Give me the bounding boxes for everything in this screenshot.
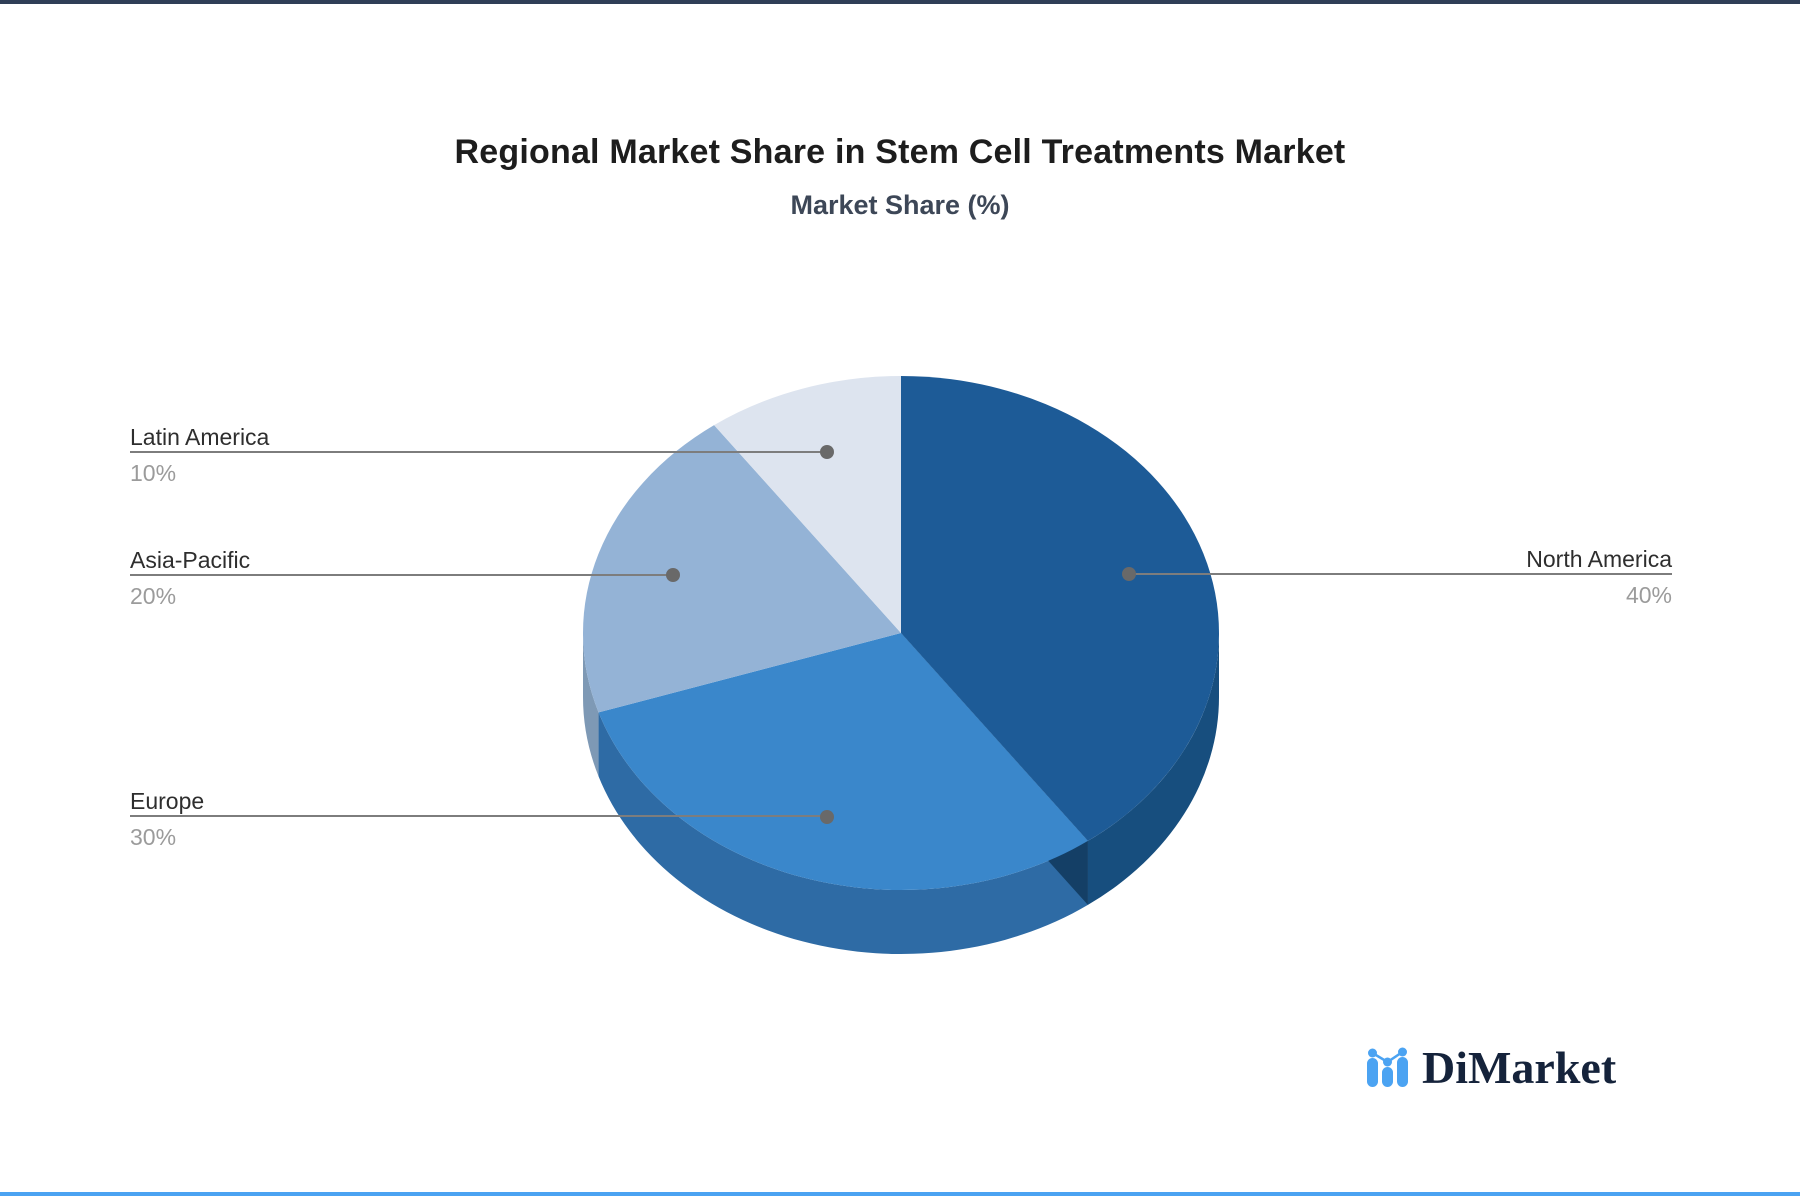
pie-slice-north-america <box>901 376 1219 841</box>
callout-label-europe: Europe <box>130 788 205 814</box>
callout-dot-latin-america <box>820 445 834 459</box>
callout-dot-north-america <box>1122 567 1136 581</box>
callout-label-asia-pacific: Asia-Pacific <box>130 547 251 573</box>
chart-title: Regional Market Share in Stem Cell Treat… <box>454 133 1346 171</box>
bottom-accent-bar <box>0 1192 1800 1196</box>
callout-value-europe: 30% <box>130 824 177 850</box>
pie-slice-asia-pacific <box>582 425 901 713</box>
callout-dot-asia-pacific <box>666 568 680 582</box>
top-accent-bar <box>0 0 1800 4</box>
brand-logo-text: DiMarket <box>1422 1042 1617 1093</box>
callout-dot-europe <box>820 810 834 824</box>
callout-value-latin-america: 10% <box>130 460 177 486</box>
bar-line-chart-logo-icon <box>1367 1047 1408 1087</box>
pie-slice-europe <box>598 633 1088 890</box>
pie-slice-latin-america <box>714 376 901 633</box>
brand-logo: DiMarket <box>1364 1040 1616 1092</box>
chart-subtitle: Market Share (%) <box>790 190 1010 220</box>
pie-slice-side-asia-pacific <box>583 633 599 777</box>
callout-label-north-america: North America <box>1526 546 1672 572</box>
callout-value-asia-pacific: 20% <box>130 583 177 609</box>
pie-slice-side-north-america <box>1087 633 1219 905</box>
callout-label-latin-america: Latin America <box>130 424 270 450</box>
callout-value-north-america: 40% <box>1625 582 1672 608</box>
pie-slice-side-europe <box>598 712 1088 954</box>
